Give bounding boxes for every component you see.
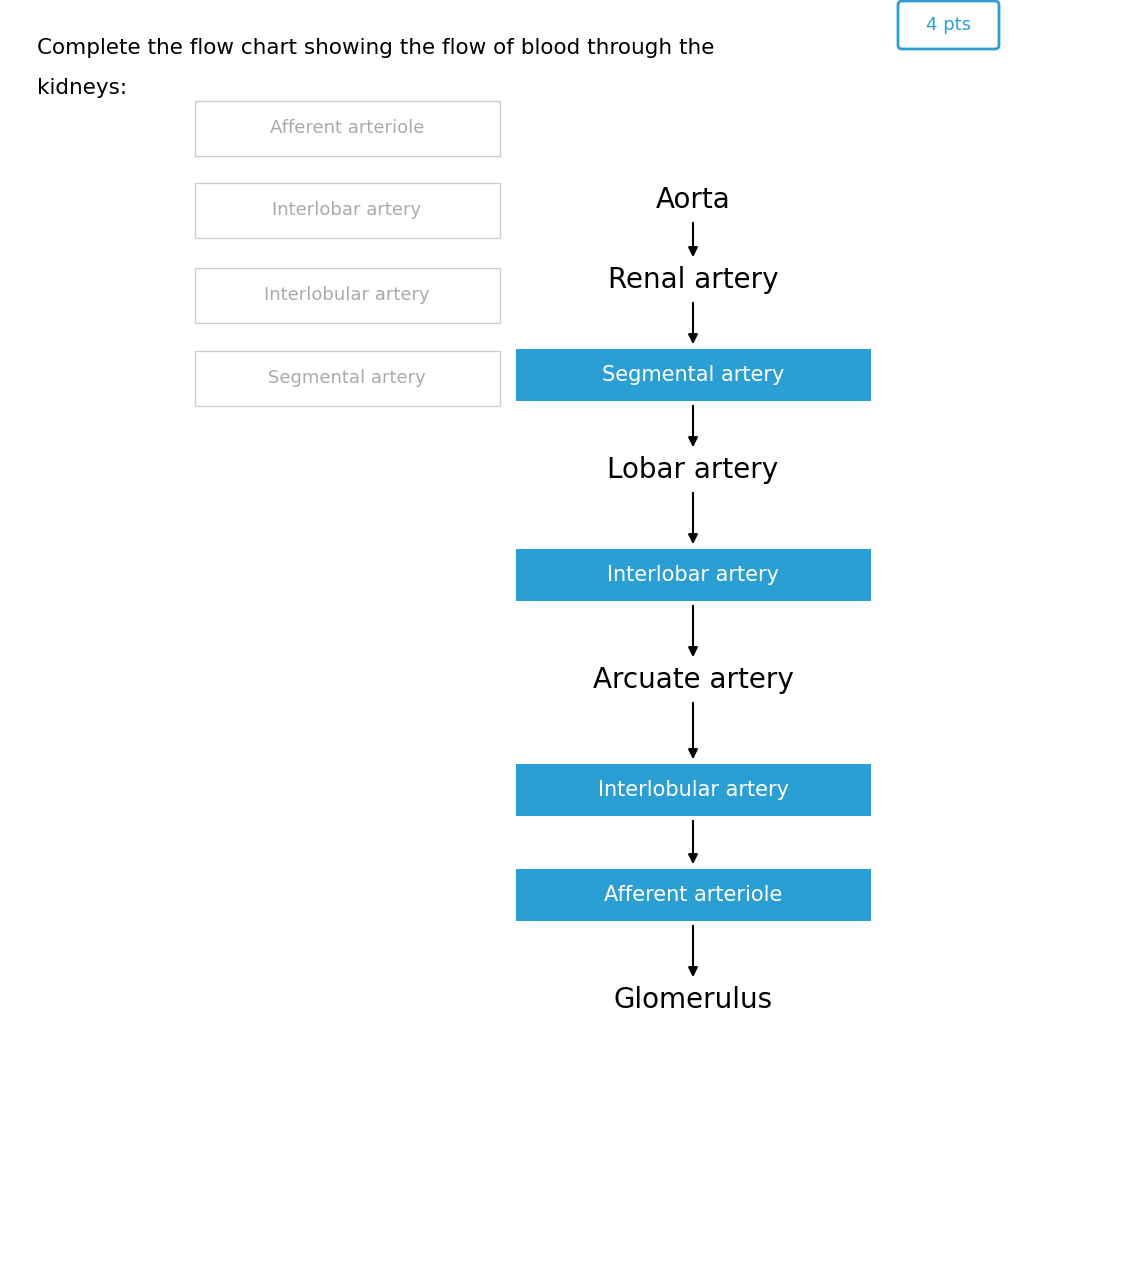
- Text: Interlobar artery: Interlobar artery: [273, 201, 421, 219]
- Text: Segmental artery: Segmental artery: [268, 369, 426, 387]
- Text: Glomerulus: Glomerulus: [614, 986, 773, 1014]
- Text: Lobar artery: Lobar artery: [608, 456, 779, 484]
- Text: Aorta: Aorta: [656, 186, 731, 214]
- Text: Afferent arteriole: Afferent arteriole: [603, 884, 782, 905]
- FancyBboxPatch shape: [898, 1, 998, 49]
- FancyBboxPatch shape: [195, 183, 499, 238]
- Text: Complete the flow chart showing the flow of blood through the: Complete the flow chart showing the flow…: [37, 38, 714, 58]
- Text: 4 pts: 4 pts: [926, 15, 971, 35]
- FancyBboxPatch shape: [515, 349, 870, 401]
- FancyBboxPatch shape: [515, 764, 870, 817]
- Text: Interlobular artery: Interlobular artery: [264, 285, 429, 303]
- Text: Renal artery: Renal artery: [608, 266, 779, 294]
- FancyBboxPatch shape: [515, 869, 870, 922]
- FancyBboxPatch shape: [195, 268, 499, 323]
- Text: Interlobar artery: Interlobar artery: [607, 564, 779, 585]
- Text: Segmental artery: Segmental artery: [602, 365, 784, 385]
- Text: Arcuate artery: Arcuate artery: [593, 666, 793, 694]
- FancyBboxPatch shape: [195, 351, 499, 406]
- Text: kidneys:: kidneys:: [37, 78, 127, 99]
- Text: Afferent arteriole: Afferent arteriole: [270, 119, 424, 137]
- FancyBboxPatch shape: [515, 549, 870, 602]
- FancyBboxPatch shape: [195, 101, 499, 155]
- Text: Interlobular artery: Interlobular artery: [598, 780, 789, 800]
